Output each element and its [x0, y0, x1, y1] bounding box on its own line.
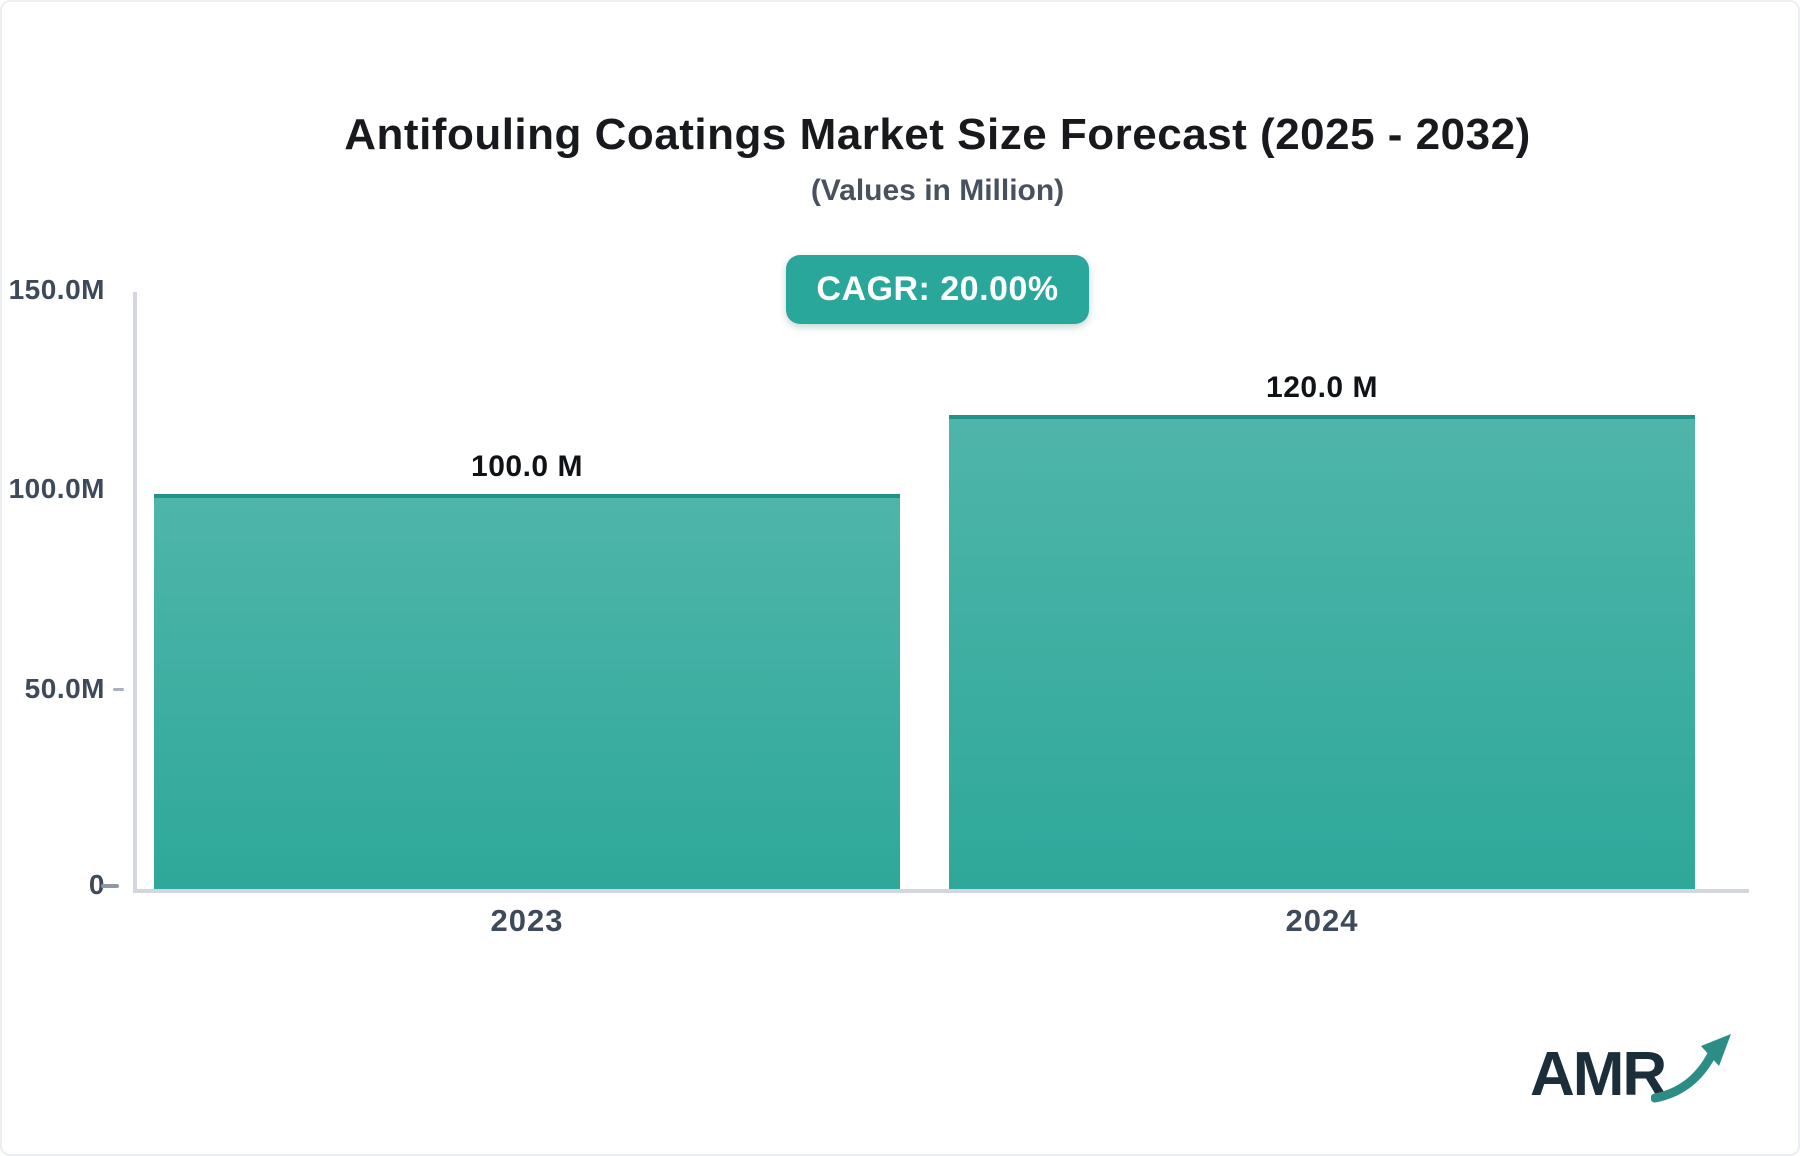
cagr-badge-row: CAGR: 20.00% [77, 255, 1798, 324]
chart-subtitle: (Values in Million) [810, 174, 1065, 207]
bar-value-label-2023: 100.0 M [471, 450, 583, 483]
arrow-head [1701, 1034, 1732, 1066]
bar-group-2023: 100.0 M [154, 450, 900, 889]
y-axis-tick-label-150: 150.0M [8, 274, 105, 305]
bar-value-label-2024: 120.0 M [1266, 371, 1378, 404]
y-axis-tick-label-50: 50.0M [24, 673, 105, 704]
chart-title: Antifouling Coatings Market Size Forecas… [344, 110, 1531, 159]
bar-2024[interactable] [949, 415, 1695, 889]
x-axis-label-2023: 2023 [490, 903, 564, 938]
growth-arrow-icon [1651, 1034, 1732, 1103]
bar-2023[interactable] [154, 494, 900, 889]
x-axis-label-2024: 2024 [1285, 903, 1359, 938]
cagr-badge: CAGR: 20.00% [786, 255, 1089, 324]
arrow-swoosh [1651, 1051, 1716, 1103]
bar-group-2024: 120.0 M [949, 371, 1695, 889]
y-axis-tick-mark-0 [101, 884, 119, 888]
y-axis-tick-label-0: 0 [88, 869, 105, 900]
y-axis-tick-mark-50 [113, 688, 124, 691]
plot-area: 100.0 M 120.0 M [133, 292, 1749, 893]
amr-logo-text: AMR [1530, 1040, 1667, 1109]
amr-logo: AMR [1530, 1032, 1735, 1106]
y-axis-tick-label-100: 100.0M [8, 473, 105, 504]
